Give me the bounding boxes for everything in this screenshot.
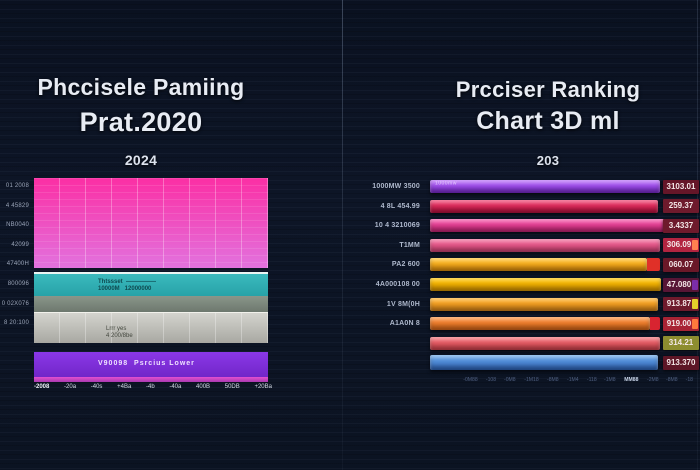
- right-bar-label: T1MM: [399, 241, 420, 249]
- right-x-axis-tick-label: -18: [685, 377, 694, 383]
- left-chart-plot-area: Thtssset ————— 10000M 12000000 Lrrr yes 4 2…: [34, 178, 268, 384]
- right-bar-value-chip: 314.21: [663, 336, 699, 351]
- right-bar: [430, 238, 660, 252]
- purple-bar: V90098 Psrcius Lower: [34, 352, 268, 377]
- right-bar-value-chip: 259.37: [663, 199, 699, 214]
- right-bar-label: A1A0N 8: [389, 320, 420, 328]
- right-bar: [430, 317, 660, 331]
- left-x-axis-tick-label: -20a: [64, 384, 77, 390]
- right-chart-title: Prcciser Ranking: [455, 77, 641, 102]
- left-chart-title-line2: Prat.2020: [79, 107, 203, 137]
- magenta-strip: [34, 377, 268, 382]
- right-edge-line: [697, 0, 698, 470]
- right-x-axis-tick-label: -1M4: [566, 377, 579, 383]
- light-gray-block-annotation: Lrrr yes 4 200/8be: [106, 326, 133, 339]
- left-y-axis-label: 47400H: [6, 261, 29, 268]
- right-bar: [430, 219, 665, 233]
- right-chart-bars-area: 1000MW 3500 1000mw 3103.01 4 8L 454.99 259.3…: [342, 0, 700, 470]
- right-chart-panel: Prcciser Ranking Chart 3D ml 203 1000MW …: [342, 0, 700, 470]
- left-chart-x-axis-labels: -2008 -20a -40s +4Ba -4b -40a 400B 50DB +20Ba: [34, 384, 272, 390]
- left-chart-title: Phccisele Pamiing: [37, 74, 245, 100]
- light-gray-block: Lrrr yes 4 200/8be: [34, 312, 268, 343]
- right-x-axis-tick-label: -118: [586, 377, 597, 383]
- right-bar-label: 1V 8M(0H: [386, 300, 420, 308]
- right-chart-x-axis-labels: -0M88 -108 -0M8 -1M18 -8M8 -1M4 -118 -1M8 MM88 -2…: [462, 377, 694, 383]
- right-x-axis-tick-label: -108: [485, 377, 497, 383]
- right-bar: [430, 297, 658, 311]
- teal-bar-annotation: Thtssset ————— 10000M 12000000: [98, 279, 157, 292]
- right-x-axis-tick-label: -2M8: [646, 377, 659, 383]
- gray-green-bar: [34, 296, 268, 312]
- value-chip-accent: [692, 279, 698, 290]
- value-chip-accent: [692, 240, 698, 251]
- left-x-axis-tick-label: +20Ba: [254, 384, 272, 390]
- right-bar-value-chip: 306.09: [663, 238, 699, 253]
- left-y-axis-label: 42099: [11, 241, 29, 248]
- right-bar-label: 1000MW 3500: [372, 183, 420, 190]
- left-x-axis-tick-label: 50DB: [224, 384, 240, 390]
- right-x-axis-tick-label: MM88: [624, 377, 639, 383]
- right-chart-subtitle: 203: [536, 153, 560, 168]
- left-y-axis-label: 4 45829: [5, 202, 29, 209]
- left-y-axis-label: 8 20:100: [4, 320, 29, 327]
- right-bar-inline-text: 1000mw: [435, 181, 457, 187]
- right-x-axis-tick-label: -8M8: [666, 377, 679, 383]
- right-bar: [430, 258, 660, 272]
- right-bar-value-chip: 3.4337: [663, 218, 699, 233]
- teal-bar: Thtssset ————— 10000M 12000000: [34, 272, 268, 296]
- right-bar: [430, 355, 658, 371]
- left-x-axis-tick-label: -2008: [34, 384, 50, 390]
- right-bar-label: PA2 600: [391, 261, 420, 269]
- right-bar-end-cap: [647, 258, 660, 272]
- right-bar-value-chip: 3103.01: [663, 179, 699, 194]
- right-chart-title-line2: Chart 3D ml: [476, 107, 620, 135]
- right-bar: 1000mw: [430, 180, 660, 193]
- left-x-axis-tick-label: -40a: [169, 384, 182, 390]
- left-chart-panel: Phccisele Pamiing Prat.2020 2024 01 2008…: [0, 0, 342, 470]
- left-y-axis-label: 0 02X076: [1, 300, 29, 307]
- left-y-axis-label: NB0040: [6, 222, 29, 229]
- left-x-axis-tick-label: -4b: [145, 384, 155, 390]
- value-chip-accent: [692, 299, 698, 310]
- right-x-axis-tick-label: -0M88: [463, 377, 478, 383]
- right-bar: [430, 199, 658, 213]
- left-y-axis-label: 01 2008: [5, 183, 29, 189]
- panel-divider-line: [342, 0, 343, 470]
- right-bar: [430, 278, 661, 291]
- right-x-axis-tick-label: -8M8: [547, 377, 559, 383]
- left-x-axis-tick-label: +4Ba: [117, 384, 132, 390]
- value-chip-accent: [692, 318, 698, 329]
- right-bar-value-chip: 913.370: [663, 355, 699, 370]
- right-x-axis-tick-label: -1M8: [604, 377, 616, 383]
- right-bar-value-chip: 060.07: [663, 257, 699, 272]
- pink-block: [34, 178, 268, 268]
- left-chart-y-axis-labels: 01 2008 4 45829 NB0040 42099 47400H 800096 0 0…: [0, 0, 31, 470]
- purple-bar-annotation: V90098 Psrcius Lower: [98, 360, 195, 367]
- right-bar-value-chip: 919.00: [663, 316, 699, 331]
- right-bar-label: 4 8L 454.99: [380, 202, 420, 210]
- right-bar-label: 10 4 3210069: [374, 222, 420, 230]
- left-x-axis-tick-label: 400B: [196, 384, 211, 390]
- right-bar-label: 4A000108 00: [375, 281, 420, 288]
- right-bar: [430, 336, 660, 350]
- right-bar-value-chip: 47.080: [663, 277, 699, 292]
- right-bar-end-cap: [650, 317, 660, 331]
- left-y-axis-label: 800096: [7, 281, 29, 287]
- left-chart-subtitle: 2024: [124, 152, 158, 168]
- right-bar-value-chip: 913.87: [663, 297, 699, 312]
- right-x-axis-tick-label: -0M8: [504, 377, 516, 383]
- right-x-axis-tick-label: -1M18: [524, 377, 539, 383]
- left-x-axis-tick-label: -40s: [90, 384, 103, 390]
